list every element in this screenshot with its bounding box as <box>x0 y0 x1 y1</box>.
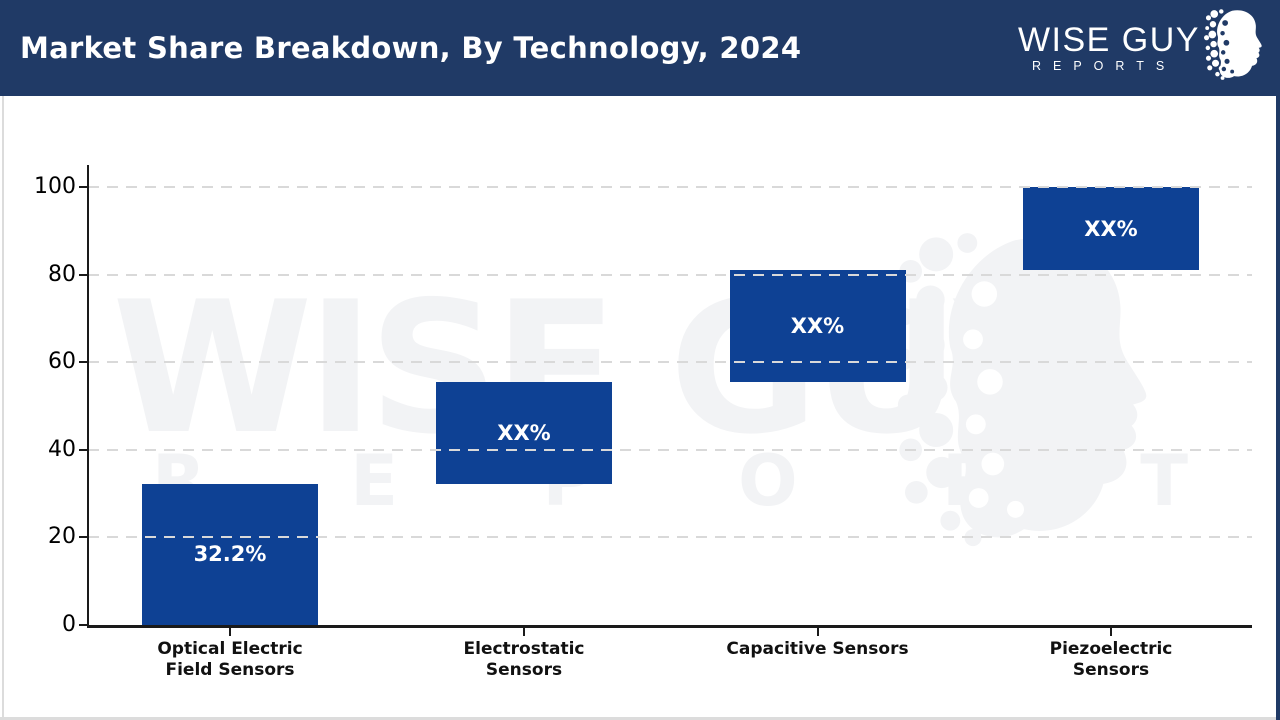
page-border-right <box>1276 0 1280 720</box>
bar-value-label: XX% <box>497 420 551 445</box>
wiseguy-logo: WISE GUY REPORTS <box>1018 0 1268 96</box>
y-tick-mark <box>79 624 87 626</box>
y-tick-mark <box>79 186 87 188</box>
page-border-left <box>2 96 4 720</box>
x-tick-mark <box>1110 628 1112 636</box>
y-tick-mark <box>79 448 87 451</box>
x-tick-mark <box>816 628 819 636</box>
category-label: Capacitive Sensors <box>726 639 909 659</box>
category-label: Piezoelectric Sensors <box>1049 639 1173 680</box>
gridline <box>88 186 1252 188</box>
y-tick-mark <box>79 273 87 276</box>
y-tick-mark <box>79 361 87 364</box>
y-tick-mark <box>79 536 87 539</box>
y-tick-label: 0 <box>62 612 76 637</box>
bar: 32.2% <box>142 483 318 625</box>
category-label: Electrostatic Sensors <box>463 639 585 680</box>
y-tick-label: 40 <box>48 436 76 462</box>
y-tick-label: 60 <box>48 349 76 375</box>
logo-text: WISE GUY REPORTS <box>1018 22 1200 74</box>
y-tick-label: 80 <box>48 261 76 287</box>
page-border-bottom <box>0 717 1276 720</box>
gridline <box>88 361 1252 364</box>
x-axis-line <box>87 625 1252 628</box>
category-label: Optical Electric Field Sensors <box>157 639 303 680</box>
bar: XX% <box>1023 187 1199 271</box>
logo-subtext: REPORTS <box>1031 59 1177 73</box>
bar-value-label: XX% <box>790 314 845 339</box>
gridline <box>88 536 1252 539</box>
bar: XX% <box>729 270 906 382</box>
logo-wordmark: WISE GUY <box>1017 21 1200 59</box>
gridline <box>88 273 1252 276</box>
chart-header: Market Share Breakdown, By Technology, 2… <box>0 0 1280 96</box>
bar: XX% <box>436 381 612 484</box>
gridline <box>88 448 1252 451</box>
y-tick-label: 100 <box>34 174 76 199</box>
x-tick-mark <box>229 628 231 636</box>
x-tick-mark <box>523 628 525 636</box>
bar-value-label: 32.2% <box>193 542 267 567</box>
y-tick-label: 20 <box>48 524 76 550</box>
logo-face-icon <box>1204 7 1268 89</box>
y-axis-line <box>87 165 89 628</box>
page-title: Market Share Breakdown, By Technology, 2… <box>20 31 802 65</box>
watermark-face-icon <box>890 226 1175 570</box>
bar-value-label: XX% <box>1084 216 1138 241</box>
